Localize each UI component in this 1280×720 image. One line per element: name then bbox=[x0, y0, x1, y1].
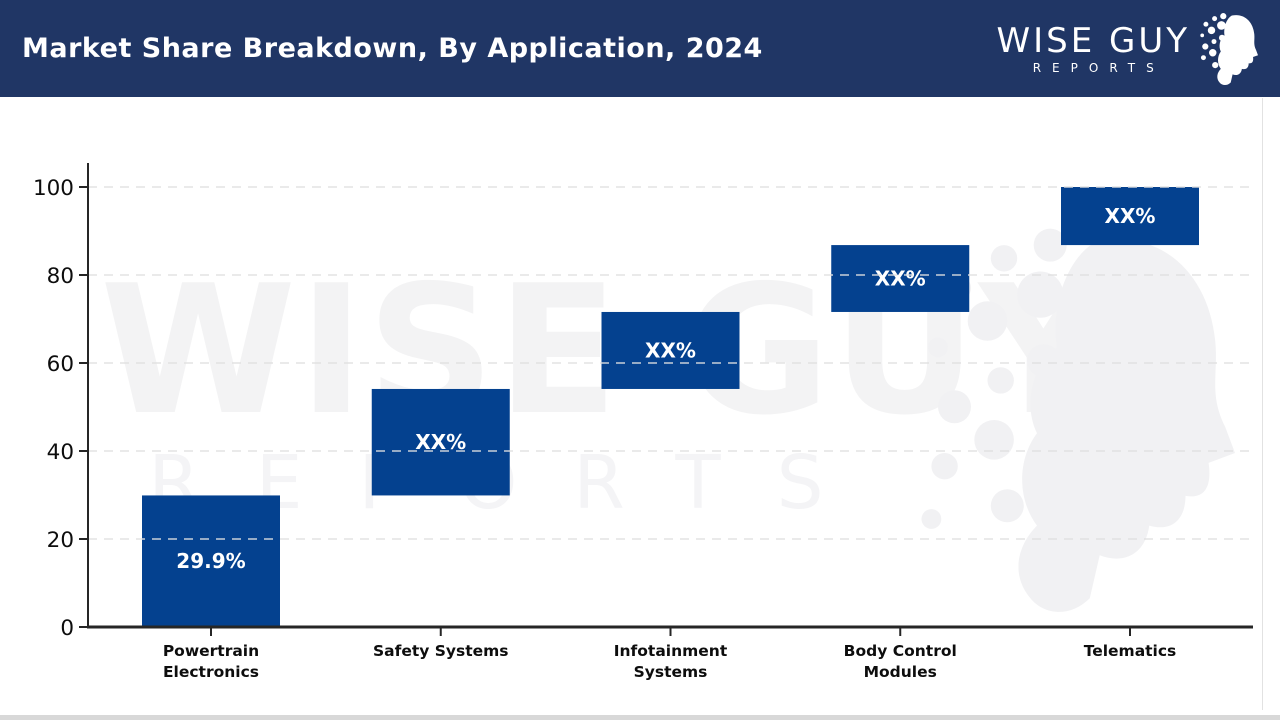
footer-strip bbox=[0, 715, 1280, 720]
brand-name: WISE GUY bbox=[996, 20, 1190, 61]
watermark-line2: REPORTS bbox=[148, 440, 880, 526]
x-category-label: Infotainment bbox=[614, 642, 728, 660]
watermark-wordmark: WISE GUY REPORTS bbox=[100, 247, 1110, 526]
x-category-label: Electronics bbox=[163, 663, 259, 681]
x-category-label: Safety Systems bbox=[373, 642, 509, 660]
x-category-label: Systems bbox=[634, 663, 708, 681]
bar-value-label: 29.9% bbox=[176, 549, 245, 573]
right-border bbox=[1262, 98, 1263, 710]
watermark-head-icon bbox=[905, 200, 1235, 644]
y-tick-label: 20 bbox=[47, 528, 74, 553]
header-bar: Market Share Breakdown, By Application, … bbox=[0, 0, 1280, 97]
brand-logo: WISE GUY REPORTS bbox=[996, 11, 1258, 87]
y-tick-label: 0 bbox=[60, 616, 74, 641]
y-tick-label: 100 bbox=[33, 176, 74, 201]
brand-wordmark: WISE GUY REPORTS bbox=[996, 24, 1190, 74]
y-tick-label: 80 bbox=[47, 264, 74, 289]
brand-subname: REPORTS bbox=[1032, 60, 1165, 75]
x-category-label: Powertrain bbox=[163, 642, 259, 660]
x-category-label: Modules bbox=[864, 663, 937, 681]
watermark-line1: WISE GUY bbox=[100, 247, 1110, 454]
x-category-label: Telematics bbox=[1084, 642, 1177, 660]
y-tick-label: 60 bbox=[47, 352, 74, 377]
page-title: Market Share Breakdown, By Application, … bbox=[22, 33, 763, 64]
brand-head-icon bbox=[1196, 11, 1258, 87]
y-tick-label: 40 bbox=[47, 440, 74, 465]
x-category-label: Body Control bbox=[844, 642, 957, 660]
